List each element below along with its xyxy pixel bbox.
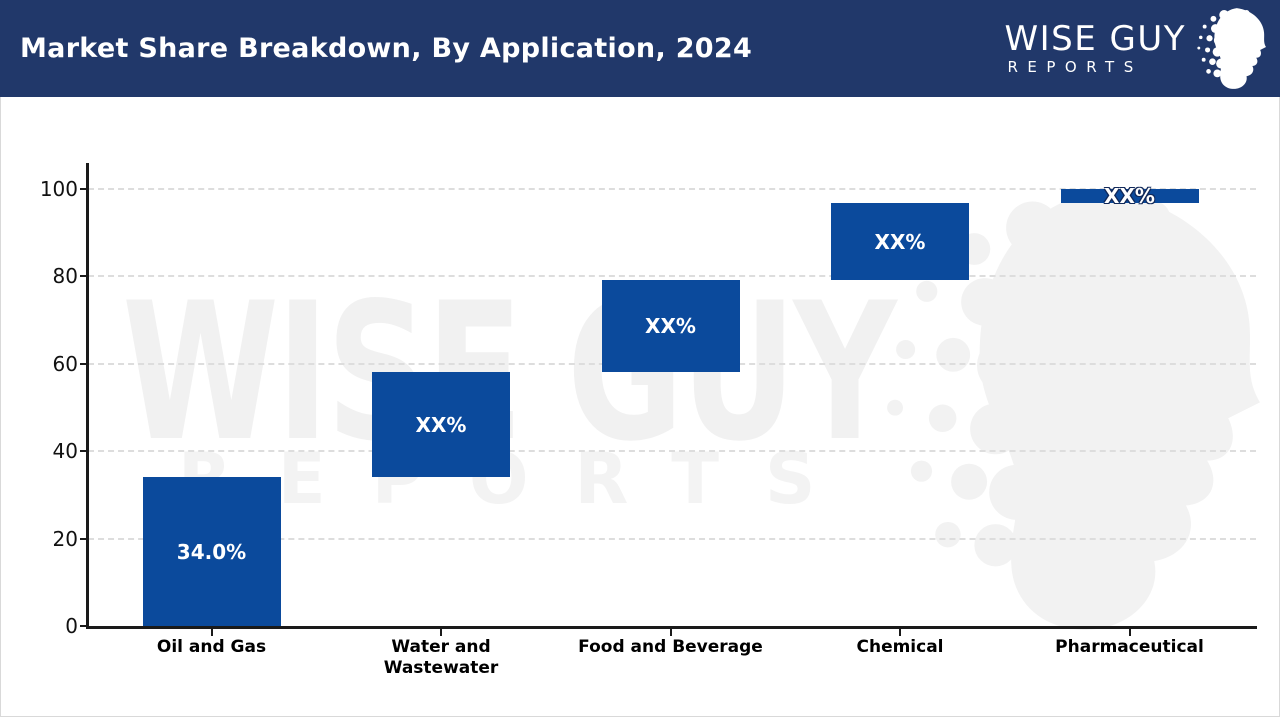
header-bar: Market Share Breakdown, By Application, … [0,0,1280,97]
brand-logo-text: WISE GUY REPORTS [1004,21,1186,76]
gridline [88,537,1256,540]
category-label: Oil and Gas [156,637,267,657]
bar-segment: XX% [601,280,740,373]
category-label: Pharmaceutical [1055,637,1204,657]
x-axis-tick [669,628,672,636]
gridline [88,450,1256,452]
y-axis-tick-label: 40 [52,439,78,463]
y-axis-tick [80,362,88,365]
y-axis-tick [80,275,88,277]
category-label: Water and Wastewater [383,637,499,678]
bar-segment: XX% [1060,184,1199,208]
bar-segment: XX% [831,202,969,281]
y-axis-tick [80,537,88,540]
y-axis-tick [80,450,88,452]
bar-value-label: XX% [645,314,696,339]
bar-value-label: XX% [1104,183,1155,208]
category-label: Chemical [856,637,944,657]
y-axis-tick-label: 20 [52,526,78,551]
bar-value-label: 34.0% [176,539,247,564]
bar-value-label: XX% [415,412,467,437]
x-axis-tick [440,628,442,636]
y-axis-tick-label: 60 [52,351,78,376]
bar-segment: 34.0% [142,477,281,626]
y-axis-line [86,163,89,628]
y-axis-tick-label: 0 [65,614,78,638]
gridline [88,187,1256,190]
y-axis-tick-label: 100 [39,176,78,201]
brand-logo: WISE GUY REPORTS [1004,5,1266,93]
brand-subname: REPORTS [1007,58,1143,76]
brand-name: WISE GUY [1004,19,1186,59]
x-axis-tick [1128,628,1131,636]
chart-title: Market Share Breakdown, By Application, … [20,33,753,64]
gridline [88,275,1256,277]
x-axis-tick [899,628,901,636]
y-axis-tick [80,625,88,627]
category-label: Food and Beverage [578,637,763,657]
x-axis-tick [210,628,213,636]
y-axis-tick [80,187,88,190]
bar-value-label: XX% [874,229,926,254]
x-axis-line [86,626,1257,629]
bar-segment: XX% [372,372,510,478]
y-axis-tick-label: 80 [52,264,78,288]
